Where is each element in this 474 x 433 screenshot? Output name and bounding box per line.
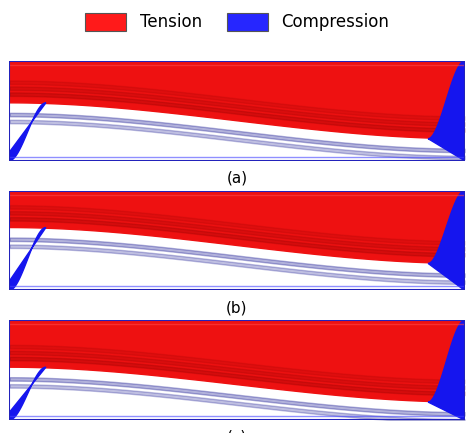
Polygon shape <box>9 61 465 139</box>
Text: (c): (c) <box>227 430 247 433</box>
Legend: Tension, Compression: Tension, Compression <box>84 13 390 31</box>
Polygon shape <box>9 228 46 290</box>
Polygon shape <box>428 320 465 420</box>
Polygon shape <box>428 61 465 161</box>
Polygon shape <box>9 320 465 402</box>
Polygon shape <box>9 103 46 161</box>
Polygon shape <box>428 191 465 290</box>
Polygon shape <box>9 367 46 420</box>
Polygon shape <box>9 191 465 263</box>
Text: (b): (b) <box>226 300 248 315</box>
Text: (a): (a) <box>227 171 247 186</box>
